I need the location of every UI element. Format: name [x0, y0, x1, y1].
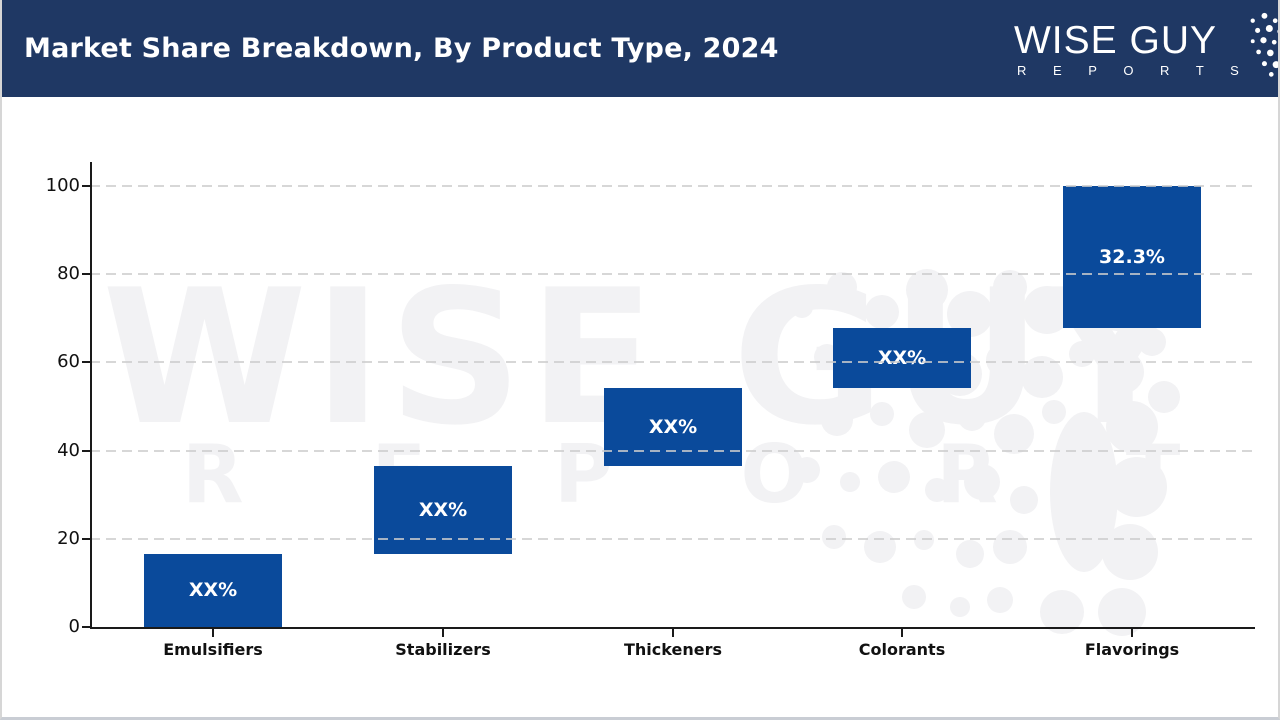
- gridline: [90, 361, 1255, 364]
- bar-stabilizers: XX%: [374, 465, 512, 554]
- x-axis-tick: [1131, 629, 1133, 637]
- x-category-label: Colorants: [858, 640, 946, 659]
- bar-flavorings: 32.3%: [1063, 186, 1201, 329]
- bar-value-label: XX%: [418, 498, 468, 521]
- bar-thickeners: XX%: [604, 388, 742, 466]
- chart-canvas: WISE GUY R E P O R T S: [2, 97, 1278, 717]
- y-axis-tick: [82, 273, 90, 276]
- x-axis: [90, 627, 1255, 629]
- y-axis-tick: [82, 185, 90, 187]
- y-tick-label: 40: [57, 439, 80, 461]
- y-tick-label: 0: [68, 616, 80, 637]
- y-axis-tick: [82, 361, 90, 364]
- header-bar: Market Share Breakdown, By Product Type,…: [2, 0, 1278, 97]
- x-category-label: Thickeners: [624, 640, 722, 659]
- x-axis-tick: [901, 629, 903, 637]
- bar-value-label: XX%: [648, 415, 698, 438]
- y-axis: [90, 162, 92, 629]
- brand-logo: WISE GUY R E P O R T S: [1014, 8, 1278, 90]
- gridline: [90, 185, 1255, 187]
- y-tick-label: 20: [57, 527, 80, 549]
- x-axis-tick: [672, 629, 674, 637]
- x-axis-tick: [212, 629, 214, 637]
- y-tick-label: 80: [57, 263, 80, 285]
- brand-logo-text: WISE GUY R E P O R T S: [1014, 18, 1251, 78]
- bar-value-label: XX%: [877, 347, 927, 370]
- watermark-face-dots: [787, 269, 1180, 636]
- gridline: [90, 273, 1255, 276]
- bar-colorants: XX%: [833, 328, 971, 389]
- bar-value-label: 32.3%: [1099, 246, 1165, 269]
- gridline: [90, 449, 1255, 452]
- x-category-label: Flavorings: [1084, 640, 1180, 659]
- bar-emulsifiers: XX%: [144, 553, 282, 627]
- brand-logo-wordmark: WISE GUY: [1014, 18, 1218, 62]
- x-category-label: Emulsifiers: [163, 640, 263, 659]
- y-axis-tick: [82, 537, 90, 540]
- y-tick-label: 60: [57, 351, 80, 373]
- x-axis-tick: [442, 629, 444, 637]
- y-tick-label: 100: [45, 175, 80, 196]
- bar-value-label: XX%: [188, 579, 238, 602]
- brand-face-icon: [1250, 12, 1278, 77]
- x-category-label: Stabilizers: [395, 640, 491, 659]
- gridline: [90, 537, 1255, 540]
- brand-logo-subtitle: R E P O R T S: [1017, 62, 1251, 78]
- y-axis-tick: [82, 626, 90, 628]
- page-title: Market Share Breakdown, By Product Type,…: [24, 33, 779, 64]
- y-axis-tick: [82, 449, 90, 452]
